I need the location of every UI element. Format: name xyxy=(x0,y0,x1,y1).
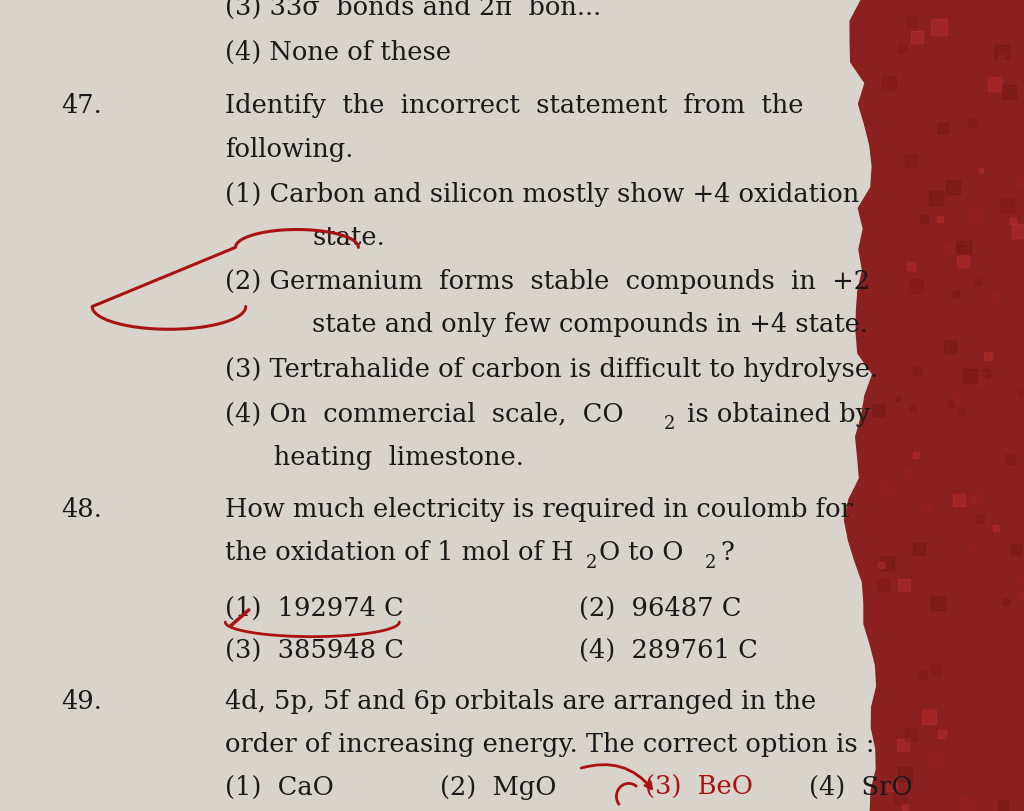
Text: (3)  385948 C: (3) 385948 C xyxy=(225,638,404,663)
Text: (4)  289761 C: (4) 289761 C xyxy=(579,638,758,663)
Text: order of increasing energy. The correct option is :: order of increasing energy. The correct … xyxy=(225,732,874,757)
Text: How much electricity is required in coulomb for: How much electricity is required in coul… xyxy=(225,497,853,522)
Text: 2: 2 xyxy=(586,554,597,572)
Text: 2: 2 xyxy=(664,415,675,433)
Text: O to O: O to O xyxy=(599,540,683,565)
Text: 2: 2 xyxy=(705,554,716,572)
Text: state.: state. xyxy=(312,225,385,250)
Text: (1)  CaO: (1) CaO xyxy=(225,775,334,800)
Text: 4d, 5p, 5f and 6p orbitals are arranged in the: 4d, 5p, 5f and 6p orbitals are arranged … xyxy=(225,689,816,714)
Text: 48.: 48. xyxy=(61,497,102,522)
Text: Identify  the  incorrect  statement  from  the: Identify the incorrect statement from th… xyxy=(225,92,804,118)
Text: (4) On  commercial  scale,  CO: (4) On commercial scale, CO xyxy=(225,401,624,427)
Text: 47.: 47. xyxy=(61,92,102,118)
Text: state and only few compounds in +4 state.: state and only few compounds in +4 state… xyxy=(312,312,868,337)
Text: (4)  SrO: (4) SrO xyxy=(809,775,912,800)
Polygon shape xyxy=(844,0,1024,811)
Text: is obtained by: is obtained by xyxy=(679,401,870,427)
Text: (2) Germanium  forms  stable  compounds  in  +2: (2) Germanium forms stable compounds in … xyxy=(225,269,870,294)
Text: (3)  BeO: (3) BeO xyxy=(645,775,753,800)
Text: ?: ? xyxy=(720,540,734,565)
Text: (4) None of these: (4) None of these xyxy=(225,40,452,65)
Text: the oxidation of 1 mol of H: the oxidation of 1 mol of H xyxy=(225,540,573,565)
Text: 49.: 49. xyxy=(61,689,102,714)
Text: (2)  MgO: (2) MgO xyxy=(440,775,557,800)
Text: following.: following. xyxy=(225,137,353,162)
Text: (3) Tertrahalide of carbon is difficult to hydrolyse.: (3) Tertrahalide of carbon is difficult … xyxy=(225,357,879,382)
Text: (1)  192974 C: (1) 192974 C xyxy=(225,595,404,620)
Text: (1) Carbon and silicon mostly show +4 oxidation: (1) Carbon and silicon mostly show +4 ox… xyxy=(225,182,859,207)
Text: (2)  96487 C: (2) 96487 C xyxy=(579,595,741,620)
Text: heating  limestone.: heating limestone. xyxy=(225,444,524,470)
Text: (3) 33σ  bonds and 2π  bon...: (3) 33σ bonds and 2π bon... xyxy=(225,0,601,20)
